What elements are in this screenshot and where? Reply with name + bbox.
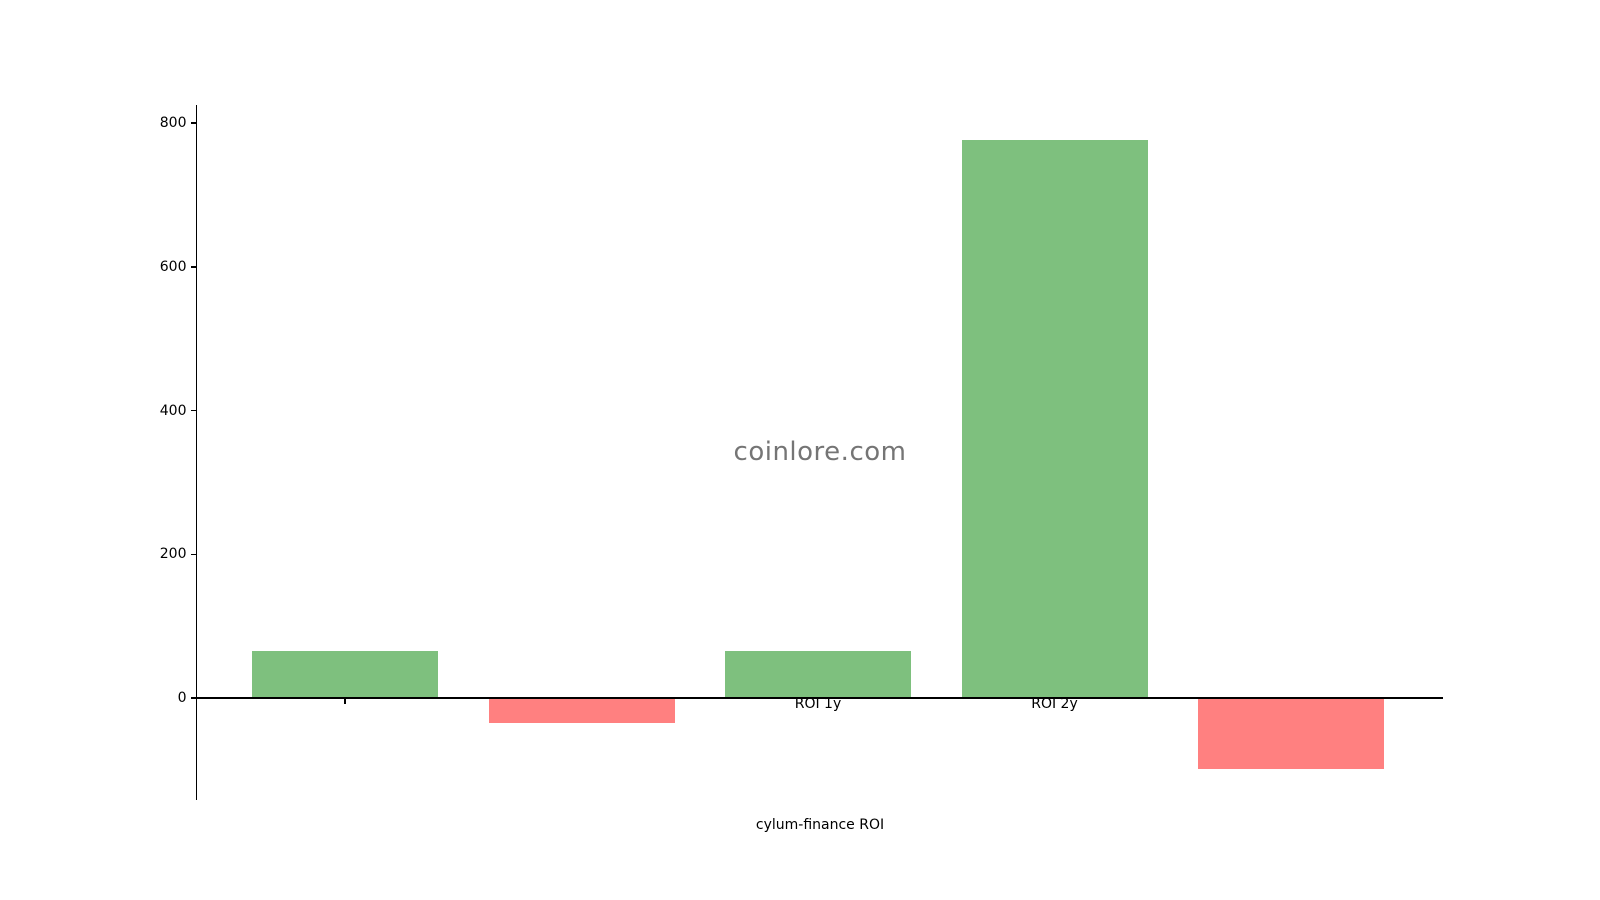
chart-bar-5 [1198, 698, 1384, 770]
y-axis-tick [190, 409, 196, 412]
y-axis-tick-label: 600 [159, 258, 187, 275]
chart-title: cylum-finance ROI [755, 817, 885, 833]
chart-bar-3 [725, 651, 911, 698]
y-axis-spine [195, 105, 197, 800]
x-axis-spine [197, 697, 1443, 699]
y-axis-tick [190, 266, 196, 268]
y-axis-tick-label: 800 [159, 115, 187, 131]
x-axis-tick-label: ROI 2y [1031, 696, 1078, 712]
y-axis-tick-label: 200 [159, 546, 187, 563]
y-axis-tick-label: 400 [159, 402, 187, 419]
y-axis-tick [190, 697, 196, 699]
chart-bar-2 [488, 698, 675, 724]
y-axis-tick [190, 122, 196, 124]
x-axis-tick [344, 698, 346, 704]
coinlore-watermark: coinlore.com [733, 437, 907, 467]
y-axis-tick [190, 553, 196, 555]
y-axis-tick-label: 0 [177, 690, 187, 706]
chart-bar-1 [252, 651, 438, 698]
chart-bar-4 [961, 140, 1148, 698]
x-axis-tick-label: ROI 1y [794, 696, 842, 712]
